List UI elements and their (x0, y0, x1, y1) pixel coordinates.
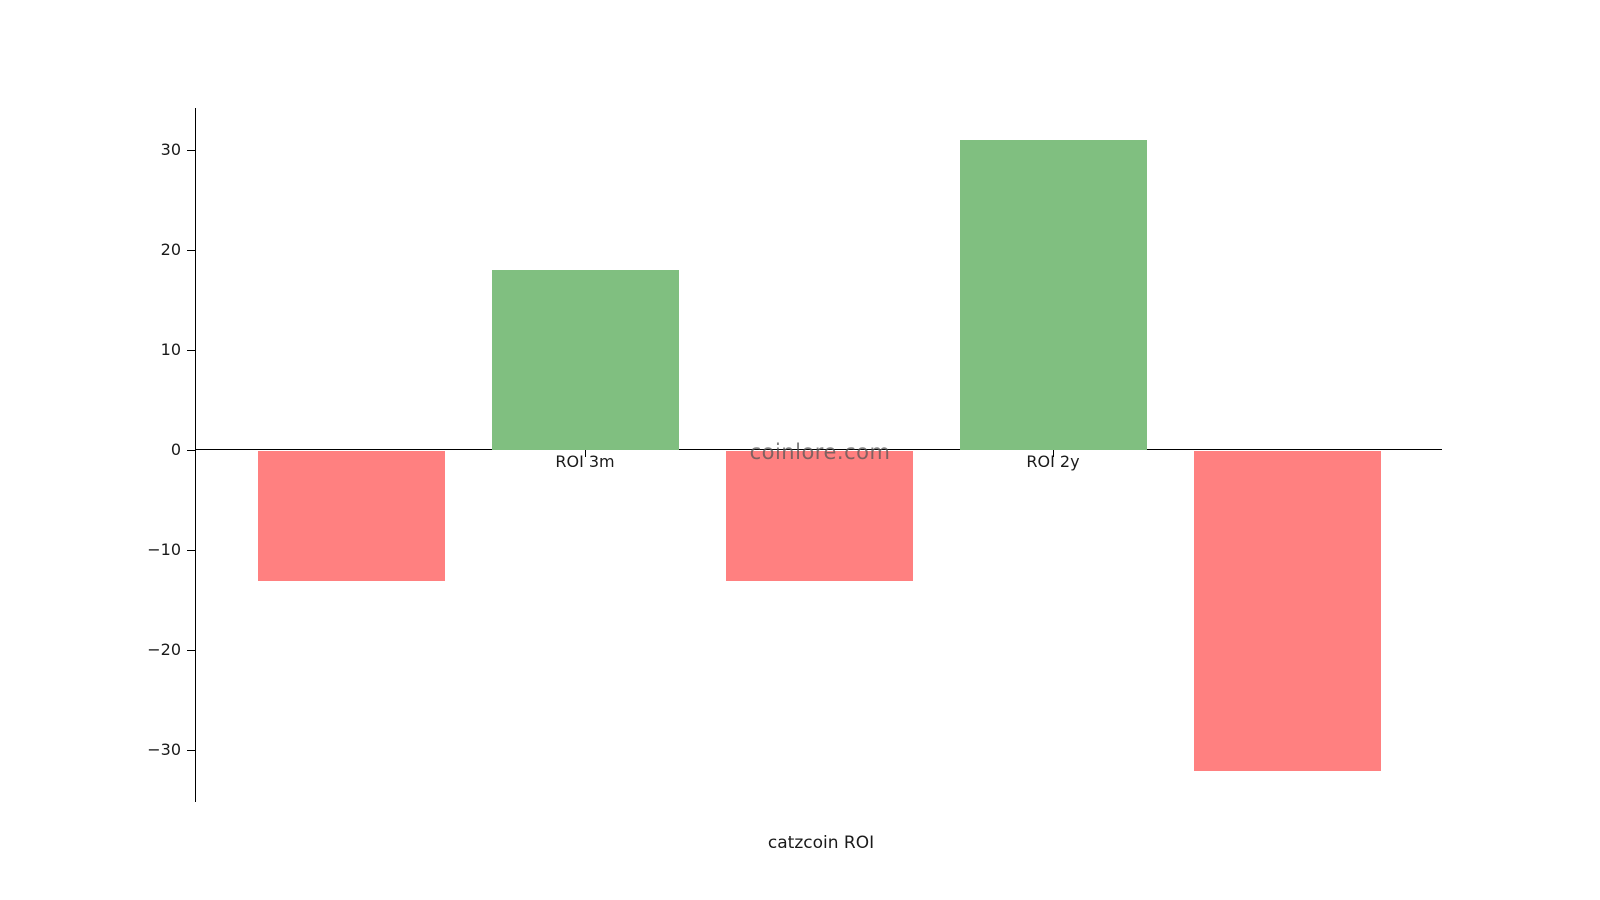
x-tick-mark (585, 450, 586, 457)
y-tick-label: 0 (170, 440, 181, 459)
bar-ROI 2y (960, 140, 1147, 450)
watermark: coinlore.com (749, 440, 891, 464)
y-tick-mark (187, 350, 195, 351)
bar-unlabeled-4 (1194, 451, 1381, 771)
x-tick-label: ROI 3m (555, 452, 615, 471)
y-tick-mark (187, 550, 195, 551)
y-tick-mark (187, 150, 195, 151)
y-tick-mark (187, 750, 195, 751)
x-axis-zero-line (195, 449, 1442, 450)
bar-unlabeled-0 (258, 451, 445, 581)
y-tick-mark (187, 650, 195, 651)
y-tick-label: 20 (160, 240, 181, 259)
y-tick-mark (187, 250, 195, 251)
x-tick-label: ROI 2y (1026, 452, 1080, 471)
y-tick-label: −30 (147, 740, 181, 759)
x-axis-title: catzcoin ROI (767, 833, 875, 853)
y-tick-label: 10 (160, 340, 181, 359)
y-tick-label: −10 (147, 540, 181, 559)
x-tick-mark (1053, 450, 1054, 457)
bar-unlabeled-2 (726, 451, 913, 581)
y-tick-mark (187, 450, 195, 451)
bar-ROI 3m (492, 270, 679, 450)
y-tick-label: 30 (160, 140, 181, 159)
y-tick-label: −20 (147, 640, 181, 659)
y-axis-line (195, 108, 196, 802)
